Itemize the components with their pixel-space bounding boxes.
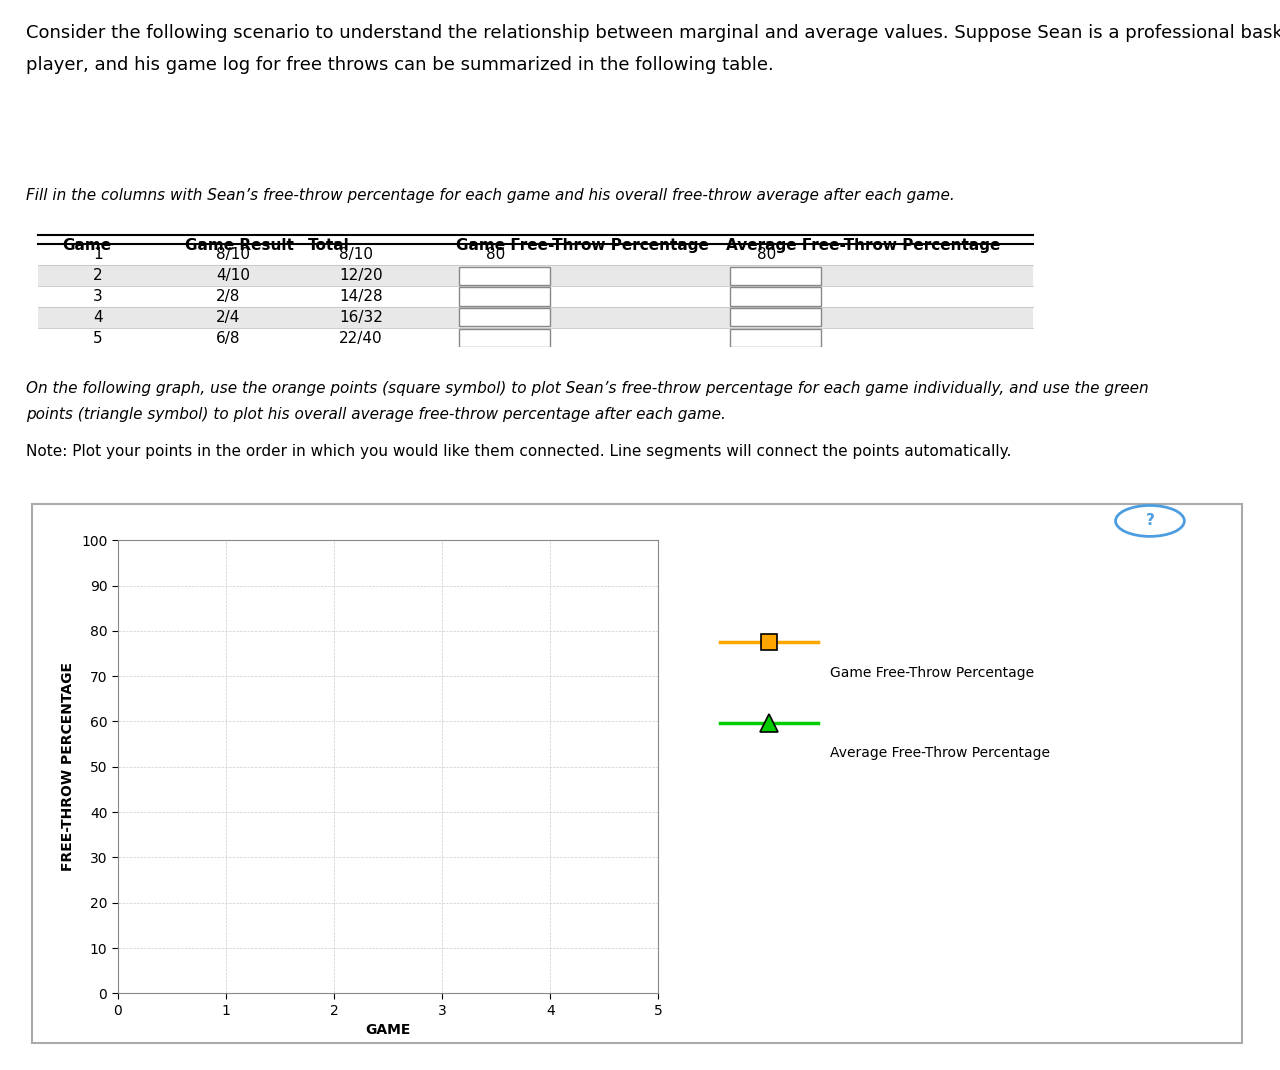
Text: Note: Plot your points in the order in which you would like them connected. Line: Note: Plot your points in the order in w… [26, 444, 1011, 459]
FancyBboxPatch shape [460, 328, 550, 347]
Text: 14/28: 14/28 [339, 289, 383, 304]
Y-axis label: FREE-THROW PERCENTAGE: FREE-THROW PERCENTAGE [61, 662, 76, 871]
Text: Game Free-Throw Percentage: Game Free-Throw Percentage [831, 666, 1034, 679]
Text: 4: 4 [93, 309, 102, 325]
Text: ?: ? [1146, 514, 1155, 529]
Text: 4/10: 4/10 [216, 269, 250, 284]
Text: 2/4: 2/4 [216, 309, 241, 325]
FancyBboxPatch shape [460, 308, 550, 326]
FancyBboxPatch shape [730, 328, 820, 347]
FancyBboxPatch shape [460, 288, 550, 306]
Text: Game: Game [63, 238, 111, 254]
Circle shape [1116, 505, 1184, 536]
Text: 16/32: 16/32 [339, 309, 383, 325]
FancyBboxPatch shape [730, 288, 820, 306]
Text: 80: 80 [486, 247, 506, 262]
Text: Game Free-Throw Percentage: Game Free-Throw Percentage [456, 238, 709, 254]
Text: 5: 5 [93, 331, 102, 346]
Text: 1: 1 [93, 247, 102, 262]
Text: 2/8: 2/8 [216, 289, 241, 304]
FancyBboxPatch shape [460, 266, 550, 285]
Bar [38, 265, 1033, 286]
Text: On the following graph, use the orange points (square symbol) to plot Sean’s fre: On the following graph, use the orange p… [26, 382, 1148, 423]
Text: Average Free-Throw Percentage: Average Free-Throw Percentage [831, 746, 1051, 760]
FancyBboxPatch shape [730, 308, 820, 326]
Text: 3: 3 [93, 289, 102, 304]
Text: Average Free-Throw Percentage: Average Free-Throw Percentage [726, 238, 1001, 254]
Text: 80: 80 [756, 247, 776, 262]
X-axis label: GAME: GAME [365, 1023, 411, 1037]
Text: Game Result: Game Result [186, 238, 294, 254]
Text: Fill in the columns with Sean’s free-throw percentage for each game and his over: Fill in the columns with Sean’s free-thr… [26, 188, 955, 203]
Bar [38, 307, 1033, 327]
Text: 8/10: 8/10 [339, 247, 372, 262]
Text: 12/20: 12/20 [339, 269, 383, 284]
Text: Total: Total [308, 238, 349, 254]
Text: 2: 2 [93, 269, 102, 284]
Text: 8/10: 8/10 [216, 247, 250, 262]
Text: Consider the following scenario to understand the relationship between marginal : Consider the following scenario to under… [26, 24, 1280, 74]
FancyBboxPatch shape [32, 504, 1242, 1043]
Text: 22/40: 22/40 [339, 331, 383, 346]
FancyBboxPatch shape [730, 266, 820, 285]
Text: 6/8: 6/8 [216, 331, 241, 346]
